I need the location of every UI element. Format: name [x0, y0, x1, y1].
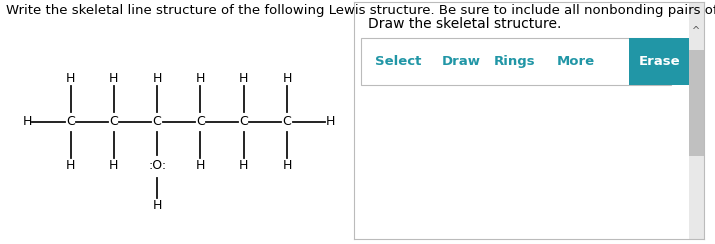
Text: :O:: :O: [148, 159, 166, 173]
Text: H: H [196, 71, 205, 85]
Text: H: H [196, 159, 205, 173]
Text: Draw the skeletal structure.: Draw the skeletal structure. [368, 17, 561, 31]
Text: More: More [557, 55, 596, 68]
Text: Rings: Rings [494, 55, 536, 68]
Text: H: H [282, 159, 292, 173]
FancyBboxPatch shape [689, 2, 704, 239]
Text: H: H [66, 71, 75, 85]
Text: C: C [196, 115, 204, 129]
Text: H: H [23, 115, 32, 129]
Text: ^: ^ [692, 26, 701, 36]
Text: C: C [240, 115, 248, 129]
Text: Draw: Draw [441, 55, 480, 68]
Text: H: H [152, 71, 162, 85]
FancyBboxPatch shape [689, 50, 704, 156]
Text: H: H [109, 71, 119, 85]
FancyBboxPatch shape [629, 38, 690, 85]
FancyBboxPatch shape [361, 38, 671, 85]
Text: H: H [152, 199, 162, 212]
Text: H: H [66, 159, 75, 173]
Text: C: C [282, 115, 291, 129]
Text: H: H [325, 115, 335, 129]
Text: H: H [282, 71, 292, 85]
Text: C: C [153, 115, 162, 129]
Text: H: H [239, 159, 248, 173]
Text: Select: Select [375, 55, 421, 68]
Text: H: H [239, 71, 248, 85]
Text: C: C [109, 115, 118, 129]
Text: C: C [66, 115, 75, 129]
Text: Erase: Erase [638, 55, 681, 68]
Text: H: H [109, 159, 119, 173]
Text: Write the skeletal line structure of the following Lewis structure. Be sure to i: Write the skeletal line structure of the… [6, 4, 715, 17]
